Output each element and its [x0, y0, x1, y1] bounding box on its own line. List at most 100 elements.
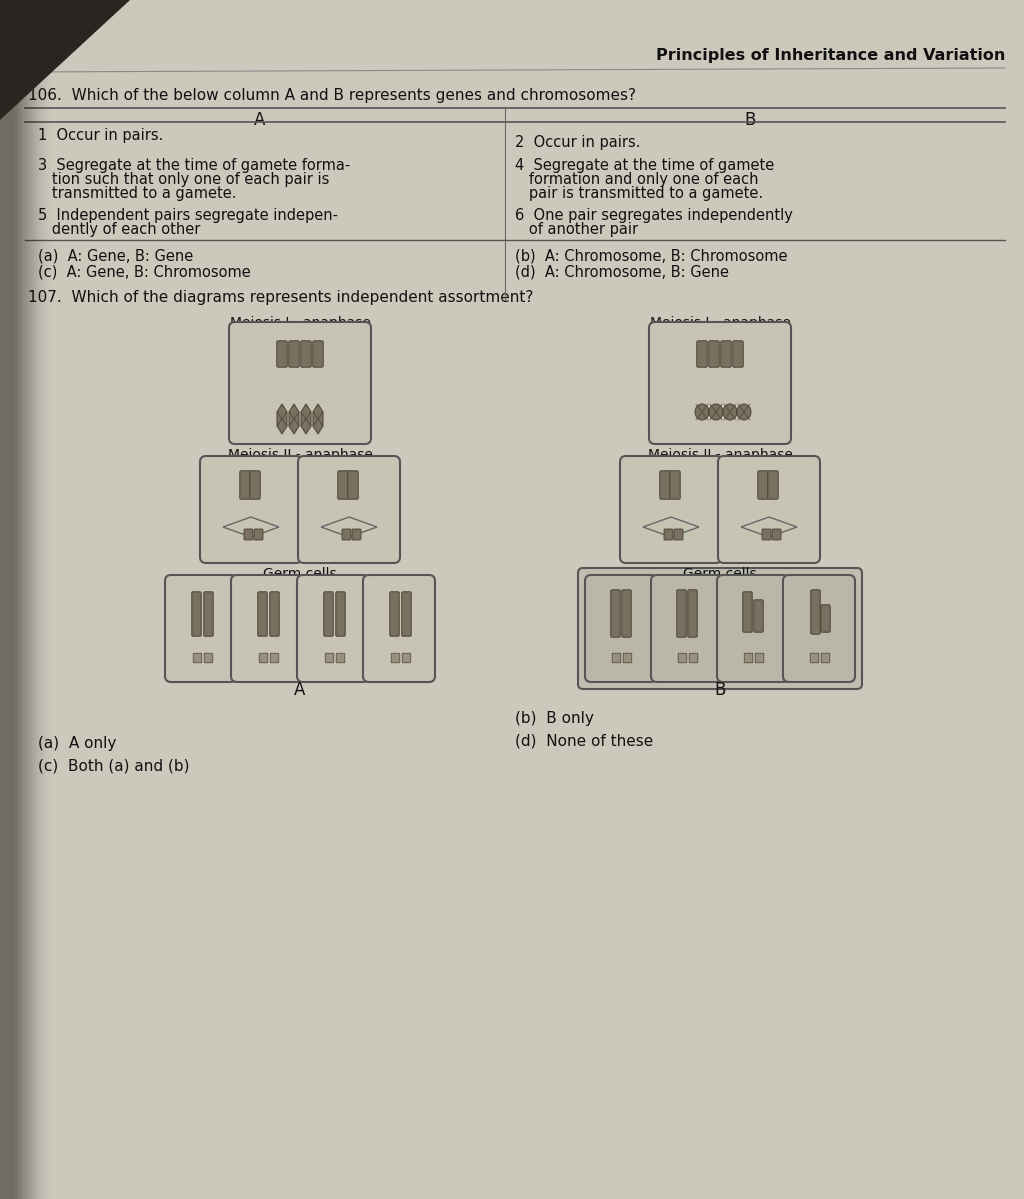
- Ellipse shape: [709, 404, 723, 420]
- Text: 106.  Which of the below column A and B represents genes and chromosomes?: 106. Which of the below column A and B r…: [28, 88, 636, 103]
- Polygon shape: [0, 0, 130, 120]
- FancyBboxPatch shape: [756, 653, 764, 663]
- Bar: [0, 0, 37, 1199]
- FancyBboxPatch shape: [718, 456, 820, 564]
- FancyBboxPatch shape: [391, 653, 399, 663]
- FancyBboxPatch shape: [758, 471, 768, 499]
- Bar: [0, 0, 17, 1199]
- Bar: [0, 0, 27, 1199]
- Text: 2  Occur in pairs.: 2 Occur in pairs.: [515, 135, 640, 150]
- Bar: [0, 0, 39, 1199]
- FancyBboxPatch shape: [585, 576, 657, 682]
- FancyBboxPatch shape: [696, 341, 708, 367]
- FancyBboxPatch shape: [709, 341, 719, 367]
- Polygon shape: [289, 404, 299, 434]
- FancyBboxPatch shape: [312, 341, 324, 367]
- Text: of another pair: of another pair: [515, 222, 638, 237]
- FancyBboxPatch shape: [610, 590, 621, 637]
- Text: Meiosis I - anaphase: Meiosis I - anaphase: [229, 317, 371, 330]
- Text: (d)  A: Chromosome, B: Gene: (d) A: Chromosome, B: Gene: [515, 264, 729, 279]
- FancyBboxPatch shape: [651, 576, 723, 682]
- Bar: [0, 0, 23, 1199]
- FancyBboxPatch shape: [772, 529, 781, 540]
- Polygon shape: [313, 404, 323, 434]
- Text: Principles of Inheritance and Variation: Principles of Inheritance and Variation: [655, 48, 1005, 64]
- Text: Meiosis I - anaphase: Meiosis I - anaphase: [649, 317, 791, 330]
- FancyBboxPatch shape: [620, 456, 722, 564]
- FancyBboxPatch shape: [191, 592, 201, 637]
- Text: 5  Independent pairs segregate indepen-: 5 Independent pairs segregate indepen-: [38, 207, 338, 223]
- Text: 4  Segregate at the time of gamete: 4 Segregate at the time of gamete: [515, 158, 774, 173]
- FancyBboxPatch shape: [338, 471, 348, 499]
- FancyBboxPatch shape: [678, 653, 687, 663]
- FancyBboxPatch shape: [229, 323, 371, 444]
- Bar: [0, 0, 45, 1199]
- Bar: [0, 0, 43, 1199]
- FancyBboxPatch shape: [612, 653, 621, 663]
- Bar: [0, 0, 31, 1199]
- FancyBboxPatch shape: [811, 590, 820, 634]
- Bar: [0, 0, 15, 1199]
- FancyBboxPatch shape: [348, 471, 358, 499]
- FancyBboxPatch shape: [578, 568, 862, 689]
- Polygon shape: [278, 404, 287, 434]
- FancyBboxPatch shape: [298, 456, 400, 564]
- FancyBboxPatch shape: [810, 653, 819, 663]
- Text: tion such that only one of each pair is: tion such that only one of each pair is: [38, 171, 330, 187]
- FancyBboxPatch shape: [240, 471, 250, 499]
- Text: transmitted to a gamete.: transmitted to a gamete.: [38, 186, 237, 201]
- Ellipse shape: [695, 404, 709, 420]
- FancyBboxPatch shape: [670, 471, 680, 499]
- FancyBboxPatch shape: [336, 653, 345, 663]
- FancyBboxPatch shape: [717, 576, 790, 682]
- Text: Germ cells: Germ cells: [263, 567, 337, 582]
- FancyBboxPatch shape: [301, 341, 311, 367]
- Bar: [0, 0, 47, 1199]
- FancyBboxPatch shape: [821, 604, 830, 632]
- FancyBboxPatch shape: [194, 653, 202, 663]
- FancyBboxPatch shape: [721, 341, 731, 367]
- FancyBboxPatch shape: [258, 592, 267, 637]
- FancyBboxPatch shape: [336, 592, 345, 637]
- FancyBboxPatch shape: [674, 529, 683, 540]
- FancyBboxPatch shape: [165, 576, 237, 682]
- FancyBboxPatch shape: [352, 529, 361, 540]
- Text: (b)  A: Chromosome, B: Chromosome: (b) A: Chromosome, B: Chromosome: [515, 248, 787, 263]
- FancyBboxPatch shape: [744, 653, 753, 663]
- Text: formation and only one of each: formation and only one of each: [515, 171, 759, 187]
- Text: (c)  A: Gene, B: Chromosome: (c) A: Gene, B: Chromosome: [38, 264, 251, 279]
- Bar: [0, 0, 19, 1199]
- Text: Germ cells: Germ cells: [683, 567, 757, 582]
- FancyBboxPatch shape: [250, 471, 260, 499]
- FancyBboxPatch shape: [276, 341, 287, 367]
- Ellipse shape: [723, 404, 737, 420]
- Text: Meiosis II - anaphase: Meiosis II - anaphase: [647, 448, 793, 462]
- FancyBboxPatch shape: [269, 592, 280, 637]
- FancyBboxPatch shape: [402, 653, 411, 663]
- Bar: [0, 0, 35, 1199]
- Polygon shape: [301, 404, 311, 434]
- FancyBboxPatch shape: [231, 576, 303, 682]
- Text: B: B: [744, 112, 756, 129]
- Text: (b)  B only: (b) B only: [515, 711, 594, 727]
- FancyBboxPatch shape: [204, 592, 213, 637]
- FancyBboxPatch shape: [362, 576, 435, 682]
- FancyBboxPatch shape: [677, 590, 686, 637]
- Text: 3  Segregate at the time of gamete forma-: 3 Segregate at the time of gamete forma-: [38, 158, 350, 173]
- FancyBboxPatch shape: [204, 653, 213, 663]
- Text: dently of each other: dently of each other: [38, 222, 201, 237]
- FancyBboxPatch shape: [754, 600, 763, 632]
- Text: (d)  None of these: (d) None of these: [515, 733, 653, 748]
- FancyBboxPatch shape: [244, 529, 253, 540]
- Text: B: B: [715, 681, 726, 699]
- Text: 6  One pair segregates independently: 6 One pair segregates independently: [515, 207, 793, 223]
- FancyBboxPatch shape: [664, 529, 673, 540]
- FancyBboxPatch shape: [390, 592, 399, 637]
- FancyBboxPatch shape: [259, 653, 268, 663]
- Text: (a)  A only: (a) A only: [38, 736, 117, 751]
- Text: Meiosis II - anaphase: Meiosis II - anaphase: [227, 448, 373, 462]
- FancyBboxPatch shape: [649, 323, 791, 444]
- Text: (c)  Both (a) and (b): (c) Both (a) and (b): [38, 758, 189, 773]
- FancyBboxPatch shape: [688, 590, 697, 637]
- FancyBboxPatch shape: [401, 592, 412, 637]
